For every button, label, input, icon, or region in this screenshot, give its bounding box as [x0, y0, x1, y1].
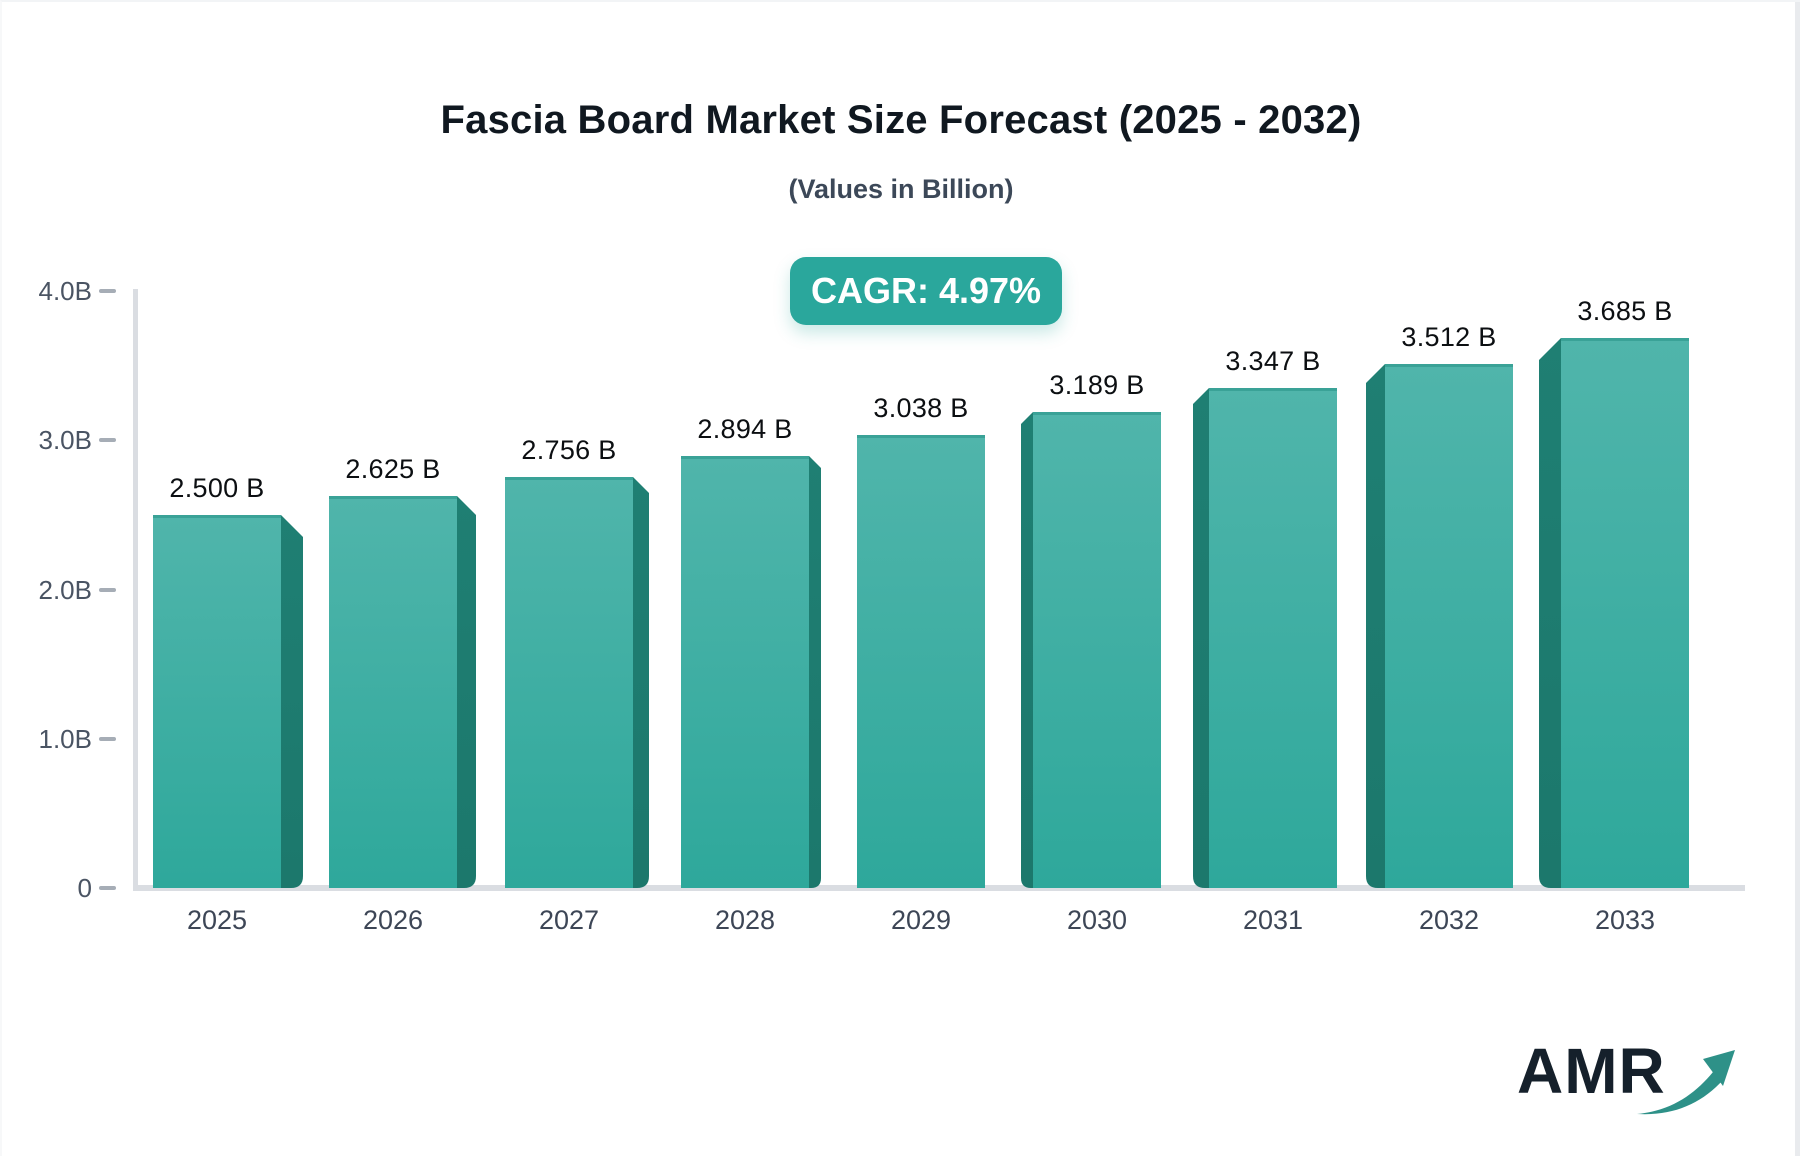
- window-right-edge: [1795, 2, 1800, 1156]
- bar-side-face: [1193, 388, 1209, 888]
- y-tick-mark: [99, 438, 116, 443]
- bar-2025: [153, 515, 303, 888]
- bar-top-edge: [1033, 412, 1161, 415]
- bar-front-face: [329, 496, 457, 888]
- y-tick-mark: [99, 289, 116, 293]
- bar-2030: [1021, 412, 1161, 888]
- bar-2028: [681, 456, 821, 888]
- page-title: Fascia Board Market Size Forecast (2025 …: [440, 98, 1362, 142]
- bar-value-label: 3.038 B: [873, 393, 969, 423]
- bar-2026: [329, 496, 476, 888]
- y-tick-label: 1.0B: [38, 723, 93, 754]
- bar-side-face: [457, 496, 476, 888]
- y-tick-mark: [99, 736, 116, 741]
- bar-top-edge: [153, 515, 281, 518]
- bar-2032: [1366, 364, 1513, 888]
- bar-top-edge: [505, 477, 633, 480]
- bar-side-face: [809, 456, 821, 888]
- x-axis-label: 2026: [362, 905, 424, 935]
- bar-value-label: 2.894 B: [697, 414, 793, 444]
- bar-front-face: [1561, 338, 1689, 888]
- x-axis-line: [133, 885, 1745, 891]
- y-tick-label: 3.0B: [38, 425, 93, 456]
- y-axis-line: [133, 289, 138, 888]
- bar-side-face: [633, 477, 649, 888]
- cagr-badge: CAGR: 4.97%: [790, 257, 1062, 325]
- bar-side-face: [281, 515, 303, 888]
- bar-front-face: [153, 515, 281, 888]
- bar-value-label: 2.500 B: [169, 473, 265, 503]
- bar-2031: [1193, 388, 1337, 888]
- x-axis-label: 2029: [890, 905, 952, 935]
- bar-front-face: [681, 456, 809, 888]
- x-axis-label: 2025: [186, 905, 248, 935]
- page-subtitle: (Values in Billion): [788, 174, 1014, 204]
- x-axis-label: 2030: [1066, 905, 1128, 935]
- bar-top-edge: [1561, 338, 1689, 341]
- bar-front-face: [1209, 388, 1337, 888]
- bar-front-face: [857, 435, 985, 888]
- bar-value-label: 2.756 B: [521, 435, 617, 465]
- bar-top-edge: [681, 456, 809, 459]
- bar-side-face: [1539, 338, 1561, 888]
- x-axis-label: 2031: [1242, 905, 1304, 935]
- y-tick-label: 4.0B: [38, 276, 93, 306]
- bar-2033: [1539, 338, 1689, 888]
- x-axis-label: 2032: [1418, 905, 1480, 935]
- y-tick-mark: [99, 886, 116, 890]
- bar-value-label: 3.189 B: [1049, 370, 1145, 400]
- bar-2029: [857, 435, 985, 888]
- trend-arrow-icon: [1637, 1050, 1735, 1115]
- amr-logo-text: AMR: [1517, 1035, 1666, 1107]
- bar-top-edge: [1209, 388, 1337, 391]
- y-tick-label: 0: [77, 873, 92, 903]
- bar-value-label: 2.625 B: [345, 454, 441, 484]
- y-tick-label: 2.0B: [38, 574, 93, 605]
- bar-2027: [505, 477, 649, 888]
- bar-value-label: 3.347 B: [1225, 346, 1321, 376]
- bar-side-face: [1021, 412, 1033, 888]
- bar-top-edge: [329, 496, 457, 499]
- bar-front-face: [505, 477, 633, 888]
- bar-front-face: [1385, 364, 1513, 888]
- bar-value-label: 3.685 B: [1577, 296, 1673, 326]
- bar-front-face: [1033, 412, 1161, 888]
- amr-logo: AMR: [1517, 1034, 1747, 1124]
- bar-top-edge: [1385, 364, 1513, 367]
- x-axis-label: 2027: [538, 905, 600, 935]
- x-axis-label: 2028: [714, 905, 776, 935]
- bar-top-edge: [857, 435, 985, 438]
- y-tick-mark: [99, 587, 116, 592]
- bar-side-face: [1366, 364, 1385, 888]
- x-axis-label: 2033: [1594, 905, 1656, 935]
- bar-value-label: 3.512 B: [1401, 322, 1497, 352]
